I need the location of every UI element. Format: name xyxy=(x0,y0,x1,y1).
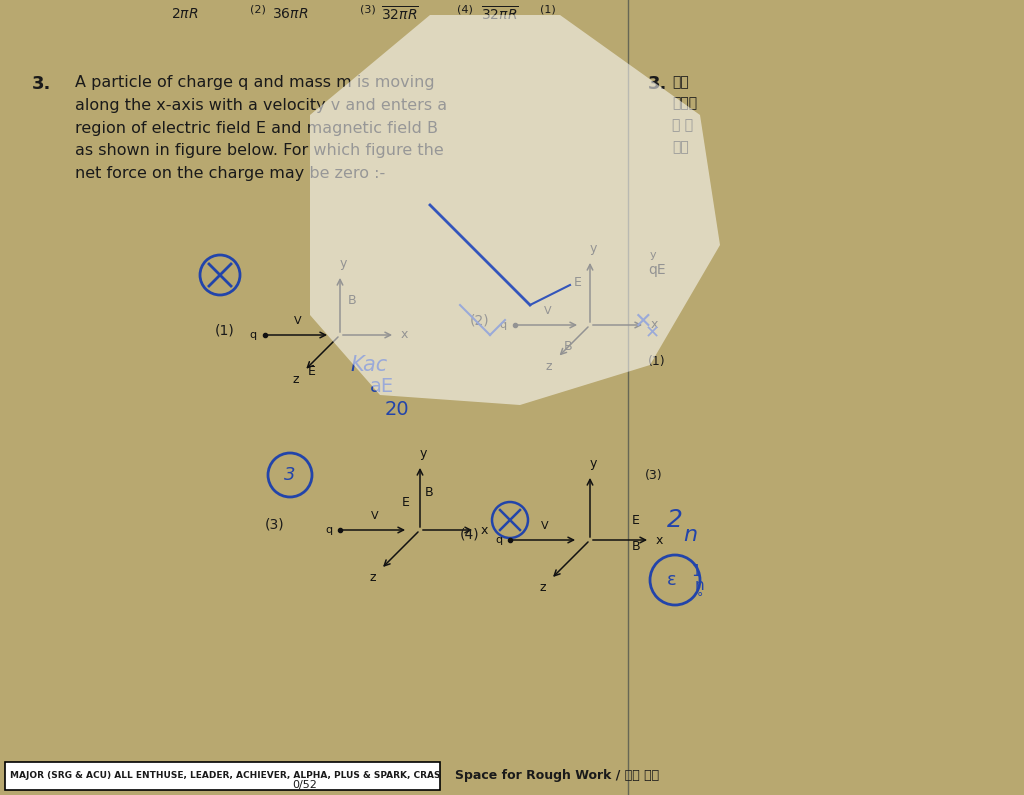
Text: q: q xyxy=(500,320,507,330)
Text: (3): (3) xyxy=(265,518,285,532)
Text: °: ° xyxy=(697,591,703,604)
Text: B: B xyxy=(563,340,572,354)
Text: $36\pi R$: $36\pi R$ xyxy=(271,7,308,21)
Text: ε: ε xyxy=(668,571,677,589)
Text: 1: 1 xyxy=(691,564,700,580)
Text: q: q xyxy=(495,535,502,545)
Text: B: B xyxy=(348,293,356,307)
Text: E: E xyxy=(402,495,410,509)
Text: 20: 20 xyxy=(385,400,410,419)
Text: (2): (2) xyxy=(250,5,266,15)
Text: x: x xyxy=(651,319,658,332)
Text: y: y xyxy=(590,242,597,255)
Text: $\overline{32\pi R}$: $\overline{32\pi R}$ xyxy=(381,5,419,23)
Text: n: n xyxy=(683,525,697,545)
Text: z: z xyxy=(540,581,546,594)
Text: एक
अनु
व च
आव: एक अनु व च आव xyxy=(672,75,697,154)
Text: 2: 2 xyxy=(667,508,683,532)
Text: V: V xyxy=(542,521,549,531)
Text: V: V xyxy=(544,306,552,316)
Text: Kac: Kac xyxy=(350,355,387,375)
Text: 3.: 3. xyxy=(648,75,668,93)
Text: x: x xyxy=(401,328,409,342)
Text: y: y xyxy=(650,250,656,260)
Text: E: E xyxy=(308,365,316,378)
Text: E: E xyxy=(632,514,640,526)
Text: V: V xyxy=(294,316,302,326)
Text: Space for Rough Work / रफ का: Space for Rough Work / रफ का xyxy=(455,770,659,782)
Text: aE: aE xyxy=(370,377,394,396)
Text: y: y xyxy=(339,257,347,270)
Text: (3): (3) xyxy=(645,468,663,482)
Text: ✕: ✕ xyxy=(644,324,659,342)
Text: 0/52: 0/52 xyxy=(293,780,317,790)
Text: q: q xyxy=(250,330,257,340)
Text: 3.: 3. xyxy=(32,75,51,93)
Text: V: V xyxy=(371,511,379,521)
Text: (4): (4) xyxy=(457,5,473,15)
Text: (2): (2) xyxy=(470,313,489,327)
Text: $2\pi R$: $2\pi R$ xyxy=(171,7,199,21)
Text: ✕: ✕ xyxy=(633,312,651,332)
Text: y: y xyxy=(419,447,427,460)
Text: q: q xyxy=(325,525,332,535)
Text: x: x xyxy=(481,523,488,537)
Text: z: z xyxy=(370,571,376,584)
Text: (1): (1) xyxy=(215,323,234,337)
Text: (1): (1) xyxy=(540,5,556,15)
Text: n: n xyxy=(695,577,705,592)
Text: MAJOR (SRG & ACU) ALL ENTHUSE, LEADER, ACHIEVER, ALPHA, PLUS & SPARK, CRAS: MAJOR (SRG & ACU) ALL ENTHUSE, LEADER, A… xyxy=(10,771,440,781)
Text: 3: 3 xyxy=(285,466,296,484)
Text: y: y xyxy=(590,457,597,470)
FancyBboxPatch shape xyxy=(5,762,440,790)
Text: A particle of charge q and mass m is moving
along the x-axis with a velocity v a: A particle of charge q and mass m is mov… xyxy=(75,75,447,181)
Text: $\overline{32\pi R}$: $\overline{32\pi R}$ xyxy=(481,5,519,23)
Text: x: x xyxy=(656,533,664,546)
Text: (1): (1) xyxy=(648,355,666,368)
Text: qE: qE xyxy=(648,263,666,277)
Text: (3): (3) xyxy=(360,5,376,15)
Polygon shape xyxy=(310,15,720,405)
Text: B: B xyxy=(632,540,641,553)
Text: E: E xyxy=(574,277,582,289)
Text: (4): (4) xyxy=(460,528,479,542)
Text: z: z xyxy=(546,359,553,373)
Text: B: B xyxy=(425,486,433,498)
Text: z: z xyxy=(293,373,299,386)
